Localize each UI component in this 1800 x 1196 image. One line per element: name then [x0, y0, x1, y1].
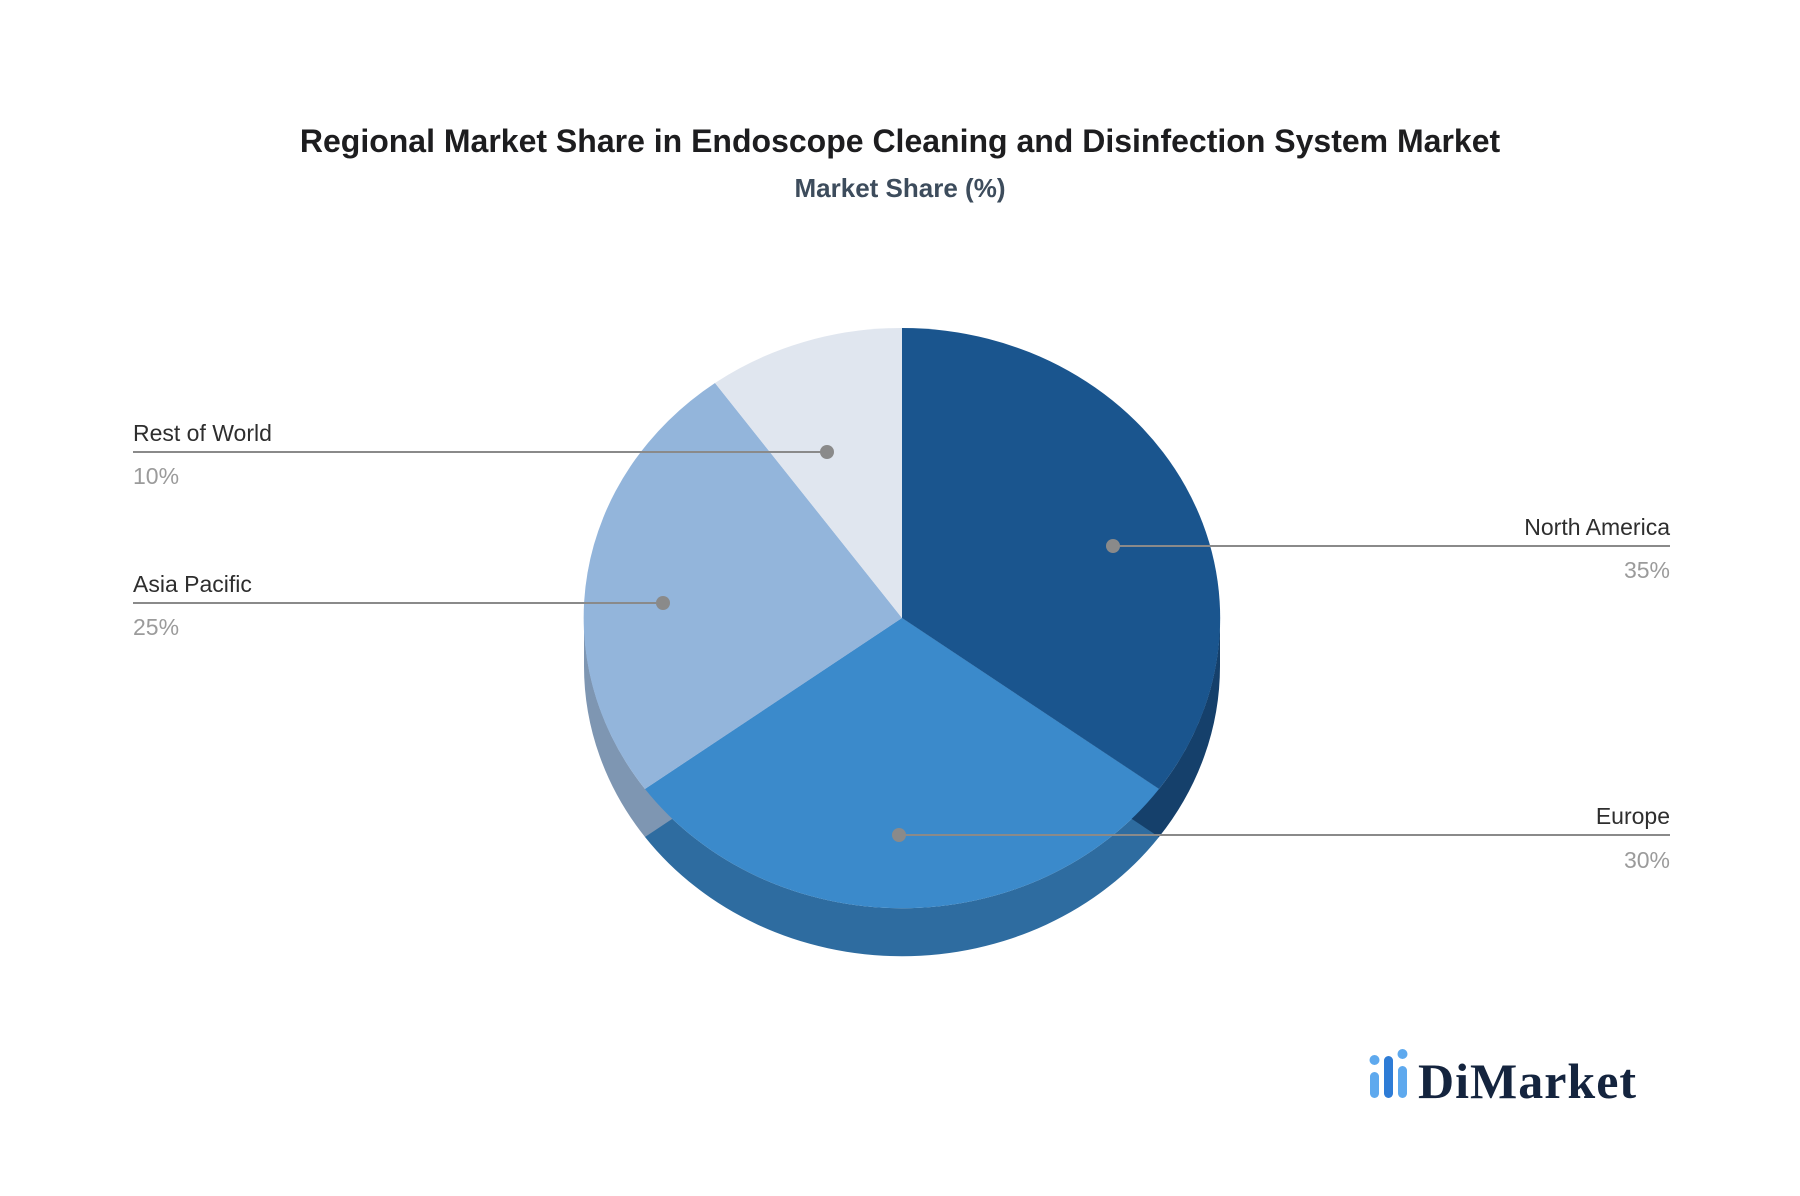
- callout-asia-pacific: Asia Pacific 25%: [133, 571, 670, 640]
- pie-side-europe: [645, 789, 1159, 957]
- pie-side-asia-pacific: [583, 618, 645, 837]
- logo-icon-dot-1: [1369, 1055, 1380, 1065]
- callout-value-asia-pacific: 25%: [133, 614, 179, 640]
- pie-slice-north-america[interactable]: [902, 327, 1221, 789]
- leader-dot-asia-pacific: [656, 596, 670, 610]
- callout-label-europe: Europe: [1596, 803, 1670, 829]
- pie-slice-rest-of-world[interactable]: [715, 327, 902, 618]
- bar-chart-icon: [1369, 1049, 1408, 1098]
- leader-dot-north-america: [1106, 539, 1120, 553]
- callout-north-america: North America 35%: [1106, 514, 1670, 583]
- callout-label-asia-pacific: Asia Pacific: [133, 571, 252, 597]
- logo-icon-bar-3: [1398, 1066, 1407, 1098]
- callout-europe: Europe 30%: [892, 803, 1670, 873]
- pie-slices: [583, 327, 1221, 909]
- callout-value-north-america: 35%: [1624, 557, 1670, 583]
- page-title: Regional Market Share in Endoscope Clean…: [300, 123, 1501, 159]
- callout-label-rest-of-world: Rest of World: [133, 420, 272, 446]
- logo-icon-bar-2: [1384, 1056, 1393, 1098]
- leader-dot-rest-of-world: [820, 445, 834, 459]
- callout-rest-of-world: Rest of World 10%: [133, 420, 834, 489]
- logo-text: DiMarket: [1418, 1053, 1637, 1109]
- chart-subtitle: Market Share (%): [795, 173, 1006, 203]
- callout-value-europe: 30%: [1624, 847, 1670, 873]
- callout-value-rest-of-world: 10%: [133, 463, 179, 489]
- pie-slice-asia-pacific[interactable]: [583, 383, 902, 789]
- leader-dot-europe: [892, 828, 906, 842]
- logo-icon-dot-2: [1397, 1049, 1408, 1059]
- logo-icon-bar-1: [1370, 1072, 1379, 1098]
- pie-side-north-america: [1159, 618, 1221, 837]
- dimarket-logo: DiMarket: [1369, 1049, 1637, 1109]
- callout-label-north-america: North America: [1524, 514, 1670, 540]
